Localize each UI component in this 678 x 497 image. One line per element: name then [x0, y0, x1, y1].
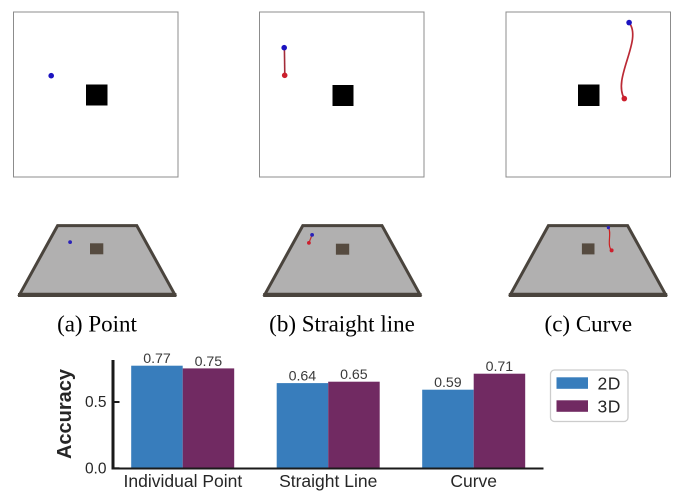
svg-text:Straight Line: Straight Line: [279, 471, 377, 491]
svg-text:0.75: 0.75: [195, 354, 223, 370]
svg-text:2D: 2D: [598, 373, 621, 393]
svg-text:0.0: 0.0: [85, 461, 107, 478]
svg-text:3D: 3D: [598, 396, 621, 416]
svg-text:(b) Straight line: (b) Straight line: [269, 312, 415, 337]
svg-text:Curve: Curve: [450, 471, 497, 491]
svg-text:0.5: 0.5: [85, 394, 107, 411]
svg-text:(a) Point: (a) Point: [57, 312, 137, 337]
svg-text:0.71: 0.71: [486, 359, 514, 375]
svg-text:(c) Curve: (c) Curve: [545, 312, 633, 337]
svg-text:0.65: 0.65: [340, 367, 368, 383]
svg-text:0.64: 0.64: [289, 369, 317, 385]
svg-text:0.77: 0.77: [143, 351, 171, 367]
svg-text:Accuracy: Accuracy: [54, 368, 76, 459]
svg-text:Individual Point: Individual Point: [124, 471, 243, 491]
svg-text:0.59: 0.59: [434, 375, 462, 391]
